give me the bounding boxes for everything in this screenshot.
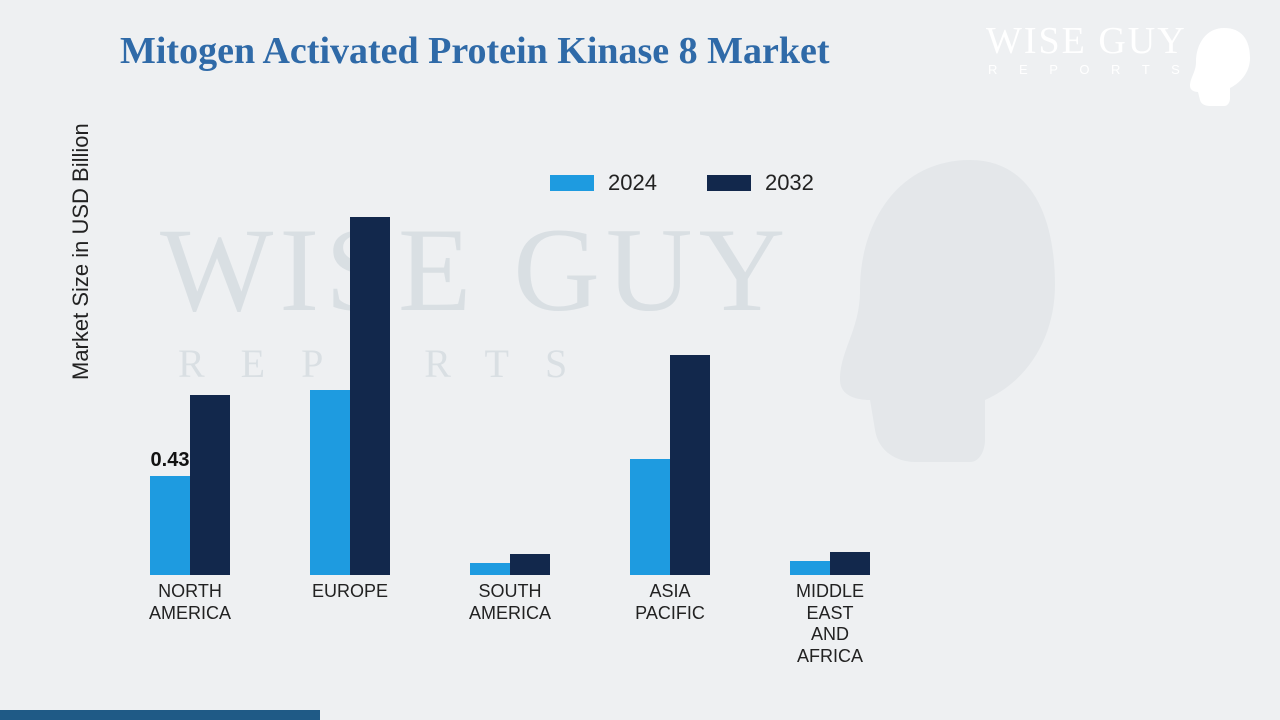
bar-wrap: 0.43 xyxy=(150,476,190,575)
category-label: NORTH AMERICA xyxy=(149,575,231,624)
bar xyxy=(630,459,670,575)
category-label: MIDDLE EAST AND AFRICA xyxy=(796,575,864,667)
bar-wrap xyxy=(630,459,670,575)
bar-group: 0.43NORTH AMERICA xyxy=(130,395,250,575)
bar-wrap xyxy=(510,554,550,575)
legend: 2024 2032 xyxy=(550,170,814,196)
bar-value-label: 0.43 xyxy=(151,449,190,472)
bar-wrap xyxy=(470,563,510,575)
bar-wrap xyxy=(670,355,710,575)
bar-group: MIDDLE EAST AND AFRICA xyxy=(770,552,890,575)
bar-group: SOUTH AMERICA xyxy=(450,554,570,575)
legend-label-2024: 2024 xyxy=(608,170,657,196)
bar-group: EUROPE xyxy=(290,217,410,575)
bar xyxy=(350,217,390,575)
content-layer: WISE GUY REPORTS Mitogen Activated Prote… xyxy=(0,0,1280,720)
bar-wrap xyxy=(310,390,350,575)
bar xyxy=(190,395,230,575)
chart-plot-area: 0.43NORTH AMERICA EUROPE SOUTH AMERICA ASIA… xyxy=(120,205,940,575)
category-label: ASIA PACIFIC xyxy=(635,575,705,624)
bar-wrap xyxy=(350,217,390,575)
legend-item-2032: 2032 xyxy=(707,170,814,196)
legend-item-2024: 2024 xyxy=(550,170,657,196)
bar-wrap xyxy=(790,561,830,575)
bar-wrap xyxy=(190,395,230,575)
legend-swatch-2032 xyxy=(707,175,751,191)
bottom-accent-bar xyxy=(0,710,320,720)
y-axis-label: Market Size in USD Billion xyxy=(68,123,94,380)
bar xyxy=(830,552,870,575)
chart-title: Mitogen Activated Protein Kinase 8 Marke… xyxy=(120,28,880,76)
bar xyxy=(510,554,550,575)
legend-label-2032: 2032 xyxy=(765,170,814,196)
bar xyxy=(150,476,190,575)
category-label: EUROPE xyxy=(312,575,388,603)
bar xyxy=(470,563,510,575)
category-label: SOUTH AMERICA xyxy=(469,575,551,624)
bar xyxy=(790,561,830,575)
bar-wrap xyxy=(830,552,870,575)
bar xyxy=(310,390,350,575)
legend-swatch-2024 xyxy=(550,175,594,191)
bar xyxy=(670,355,710,575)
bar-group: ASIA PACIFIC xyxy=(610,355,730,575)
